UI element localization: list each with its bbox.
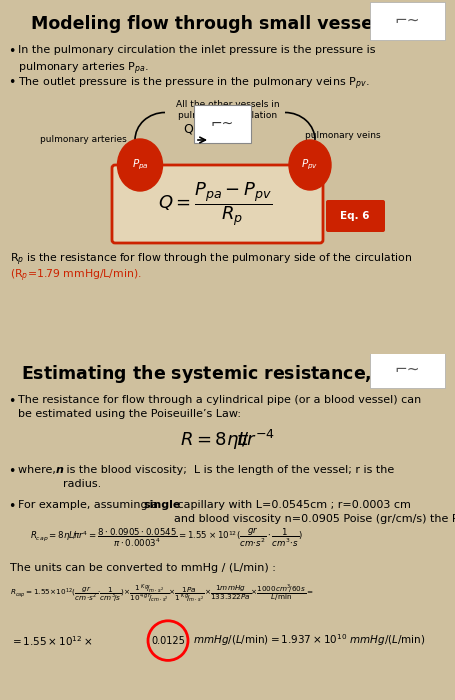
Text: The outlet pressure is the pressure in the pulmonary veins P$_{pv}$.: The outlet pressure is the pressure in t…	[18, 76, 369, 92]
Text: ⌐~: ⌐~	[394, 362, 420, 377]
Text: where,: where,	[18, 466, 59, 475]
Text: •: •	[8, 500, 15, 513]
Text: $R = 8\eta L\!\!\left/\!\!\right.\!\!\pi r^{-4}$: $R = 8\eta L\!\!\left/\!\!\right.\!\!\pi…	[181, 428, 276, 452]
Text: For example, assuming a: For example, assuming a	[18, 500, 162, 510]
Text: $P_{pv}$: $P_{pv}$	[301, 158, 318, 172]
Text: In the pulmonary circulation the inlet pressure is the pressure is
pulmonary art: In the pulmonary circulation the inlet p…	[18, 45, 375, 77]
Text: All the other vessels in
pulmonary circulation: All the other vessels in pulmonary circu…	[176, 100, 280, 120]
Text: Modeling flow through small vessels: Modeling flow through small vessels	[31, 15, 389, 33]
Text: n: n	[56, 466, 64, 475]
FancyBboxPatch shape	[326, 200, 385, 232]
Text: $=1.55\times10^{12}\times$: $=1.55\times10^{12}\times$	[10, 634, 93, 648]
Text: ⌐~: ⌐~	[394, 13, 420, 29]
Ellipse shape	[289, 140, 331, 190]
Text: ⌐~: ⌐~	[210, 117, 233, 131]
Text: •: •	[8, 45, 15, 58]
Text: 0.0125: 0.0125	[151, 636, 185, 645]
Ellipse shape	[117, 139, 162, 191]
FancyBboxPatch shape	[370, 2, 445, 40]
Text: Estimating the systemic resistance, R$_s$: Estimating the systemic resistance, R$_s…	[21, 363, 399, 386]
FancyBboxPatch shape	[370, 351, 445, 388]
Text: Eq. 6: Eq. 6	[340, 211, 370, 221]
Text: The units can be converted to mmHg / (L/min) :: The units can be converted to mmHg / (L/…	[10, 564, 276, 573]
Text: $P_{pa}$: $P_{pa}$	[131, 158, 148, 172]
FancyBboxPatch shape	[194, 105, 251, 143]
Text: The resistance for flow through a cylindrical pipe (or a blood vessel) can
be es: The resistance for flow through a cylind…	[18, 395, 421, 419]
Text: •: •	[8, 466, 15, 478]
Text: R$_p$ is the resistance for flow through the pulmonary side of the circulation: R$_p$ is the resistance for flow through…	[10, 252, 412, 268]
Text: •: •	[8, 76, 15, 89]
Text: (R$_p$=1.79 mmHg/L/min).: (R$_p$=1.79 mmHg/L/min).	[10, 268, 142, 284]
Text: Q: Q	[183, 123, 193, 136]
FancyBboxPatch shape	[112, 165, 323, 243]
Text: is the blood viscosity;  L is the length of the vessel; r is the
radius.: is the blood viscosity; L is the length …	[63, 466, 394, 489]
Text: $Q = \dfrac{P_{pa} - P_{pv}}{R_p}$: $Q = \dfrac{P_{pa} - P_{pv}}{R_p}$	[158, 180, 272, 228]
Text: $mmHg/(L/\min)=1.937\times10^{10}\ mmHg/(L/\min)$: $mmHg/(L/\min)=1.937\times10^{10}\ mmHg/…	[193, 633, 425, 648]
Text: pulmonary veins: pulmonary veins	[305, 132, 381, 141]
Text: single: single	[143, 500, 180, 510]
Text: pulmonary arteries: pulmonary arteries	[40, 136, 127, 144]
Text: $R_{cap}=1.55\!\times\!10^{12}(\dfrac{gr}{cm\!\cdot\!s^2}\!\cdot\!\dfrac{1}{cm^3: $R_{cap}=1.55\!\times\!10^{12}(\dfrac{gr…	[10, 583, 314, 606]
Text: capillary with L=0.0545cm ; r=0.0003 cm
and blood viscosity n=0.0905 Poise (gr/c: capillary with L=0.0545cm ; r=0.0003 cm …	[174, 500, 455, 524]
Text: $R_{cap} =8\eta L\!/\!\pi r^4=\dfrac{8\cdot0.0905\cdot0.0545}{\pi\cdot0.0003^4}=: $R_{cap} =8\eta L\!/\!\pi r^4=\dfrac{8\c…	[30, 526, 303, 550]
Text: •: •	[8, 395, 15, 408]
